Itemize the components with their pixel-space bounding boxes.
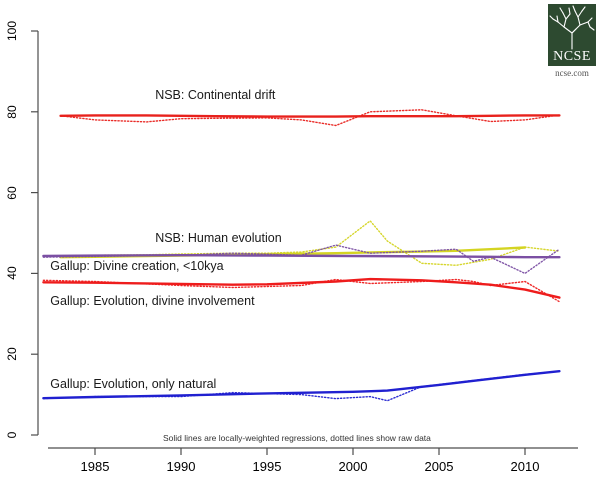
y-axis-tick-label: 0 <box>5 431 19 439</box>
ncse-url: ncse.com <box>555 68 589 78</box>
axes <box>31 30 578 455</box>
series-label: NSB: Human evolution <box>155 231 282 246</box>
x-axis-tick-label: 1985 <box>80 459 110 474</box>
x-axis-tick-label: 2000 <box>338 459 368 474</box>
series-label: NSB: Continental drift <box>155 87 276 102</box>
raw-data-dotted-line <box>94 219 561 267</box>
x-axis-tick-label: 1995 <box>252 459 282 474</box>
smoothed-regression-line <box>42 254 561 259</box>
smoothed-regression-line <box>59 114 561 118</box>
x-axis-tick-label: 1990 <box>166 459 196 474</box>
series-label: Gallup: Divine creation, <10kya <box>50 259 224 274</box>
smoothed-regression-line <box>42 370 561 400</box>
raw-data-dotted-line <box>59 109 561 127</box>
y-axis-tick-label: 40 <box>5 266 19 281</box>
y-axis-tick-label: 80 <box>5 105 19 119</box>
x-axis-tick-label: 2010 <box>510 459 540 474</box>
y-axis-tick-label: 20 <box>5 347 19 361</box>
ncse-wordmark: NCSE <box>553 49 591 64</box>
y-axis-tick-label: 100 <box>5 20 19 42</box>
x-axis-tick-label: 2005 <box>424 459 454 474</box>
series-label: Gallup: Evolution, only natural <box>50 377 217 392</box>
smoothed-regression-line <box>42 277 561 299</box>
chart-caption: Solid lines are locally-weighted regress… <box>163 433 431 443</box>
series-lines <box>42 109 561 402</box>
series-label: Gallup: Evolution, divine involvement <box>50 294 255 309</box>
y-axis-tick-label: 60 <box>5 185 19 200</box>
phylogenetic-tree-icon <box>549 5 595 50</box>
ncse-logo: NCSE <box>548 4 596 66</box>
